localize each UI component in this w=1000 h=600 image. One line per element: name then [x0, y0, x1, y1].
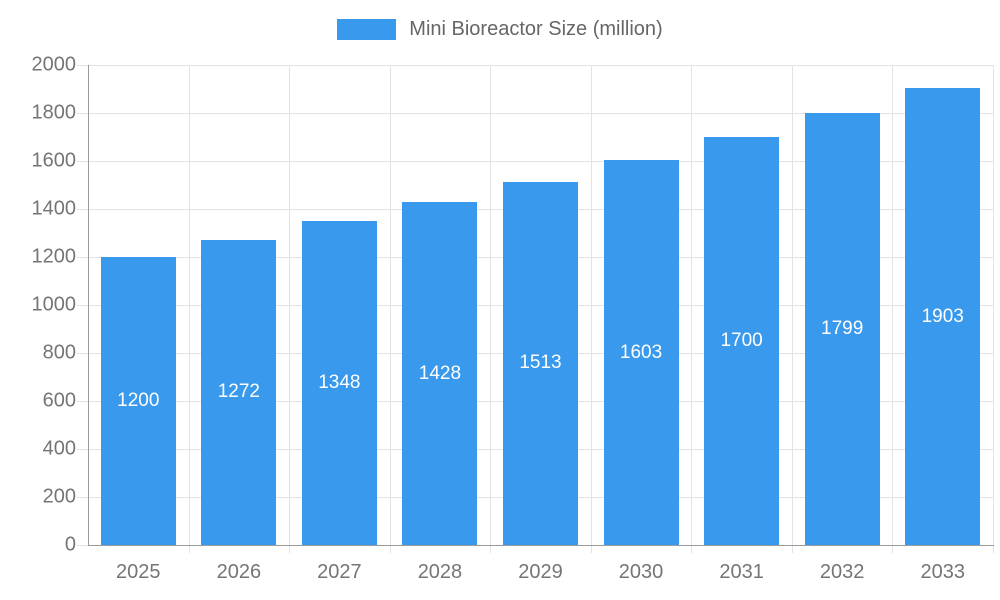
x-gridline	[490, 65, 492, 545]
x-axis-line	[88, 545, 994, 546]
y-tick-label: 1600	[31, 149, 77, 172]
bar-value-label: 1603	[619, 341, 663, 363]
bar-value-label: 1272	[217, 381, 260, 403]
y-tick-label: 1400	[31, 197, 77, 220]
bar-2033[interactable]	[905, 88, 981, 545]
x-gridline	[188, 65, 190, 545]
x-tick-label: 2027	[317, 561, 362, 583]
x-tick-mark	[590, 545, 592, 553]
plot-area: 1200 1272 1348 1428 1513 1603 1700 1799 1903	[88, 65, 994, 545]
legend-swatch-icon	[337, 19, 397, 40]
bar-value-label: 1799	[821, 318, 864, 340]
x-gridline	[691, 65, 693, 545]
x-tick-label: 2026	[216, 561, 262, 583]
y-tick-mark	[76, 257, 88, 258]
x-tick-mark	[490, 545, 492, 553]
x-tick-label: 2029	[518, 561, 563, 583]
x-tick-mark	[993, 545, 994, 553]
y-tick-mark	[76, 449, 88, 450]
y-gridline	[88, 113, 993, 114]
bar-2030[interactable]	[603, 160, 679, 545]
legend-label: Mini Bioreactor Size (million)	[409, 18, 663, 40]
y-tick-mark	[76, 497, 88, 498]
y-tick-label: 400	[42, 437, 76, 460]
y-tick-label: 600	[42, 389, 76, 412]
bar-value-label: 1348	[318, 372, 361, 394]
y-tick-mark	[76, 113, 88, 114]
y-tick-label: 200	[42, 485, 76, 508]
x-tick-label: 2031	[719, 561, 764, 583]
x-tick-mark	[691, 545, 693, 553]
y-axis-line	[88, 65, 89, 545]
y-tick-label: 800	[42, 341, 76, 364]
x-tick-label: 2033	[920, 561, 965, 583]
x-gridline	[289, 65, 291, 545]
bar-value-label: 1513	[519, 352, 562, 374]
x-tick-mark	[892, 545, 894, 553]
y-tick-mark	[76, 209, 88, 210]
y-tick-label: 1000	[31, 293, 77, 316]
bar-2029[interactable]	[503, 181, 578, 545]
x-gridline	[389, 65, 391, 545]
y-tick-label: 2000	[31, 53, 77, 76]
bar-2028[interactable]	[402, 202, 478, 545]
legend[interactable]: Mini Bioreactor Size (million)	[0, 18, 1000, 41]
y-gridline	[88, 65, 993, 66]
bar-2026[interactable]	[201, 239, 277, 545]
bar-value-label: 1200	[117, 390, 160, 411]
y-tick-label: 1200	[31, 245, 77, 268]
bar-value-label: 1428	[418, 362, 462, 384]
x-gridline	[892, 65, 894, 545]
y-tick-mark	[76, 401, 88, 402]
bar-value-label: 1903	[921, 305, 964, 327]
x-tick-mark	[389, 545, 391, 553]
x-gridline	[590, 65, 592, 545]
y-tick-mark	[76, 65, 88, 66]
y-gridline	[88, 161, 993, 162]
x-tick-label: 2032	[819, 561, 865, 583]
x-gridline	[791, 65, 793, 545]
bar-2027[interactable]	[301, 221, 377, 545]
y-tick-label: 0	[64, 533, 76, 556]
x-tick-mark	[188, 545, 190, 553]
bar-value-label: 1700	[720, 330, 763, 351]
x-tick-mark	[791, 545, 793, 553]
y-tick-mark	[76, 161, 88, 162]
x-tick-mark	[289, 545, 291, 553]
bar-2031[interactable]	[704, 137, 780, 545]
x-tick-label: 2028	[417, 561, 463, 583]
x-tick-label: 2025	[116, 561, 161, 583]
bar-2025[interactable]	[100, 257, 176, 545]
y-tick-mark	[76, 305, 88, 306]
y-tick-mark	[76, 545, 88, 546]
y-tick-mark	[76, 353, 88, 354]
x-tick-label: 2030	[618, 561, 664, 583]
x-gridline	[993, 65, 994, 545]
y-tick-label: 1800	[31, 101, 77, 124]
bar-2032[interactable]	[804, 113, 880, 545]
